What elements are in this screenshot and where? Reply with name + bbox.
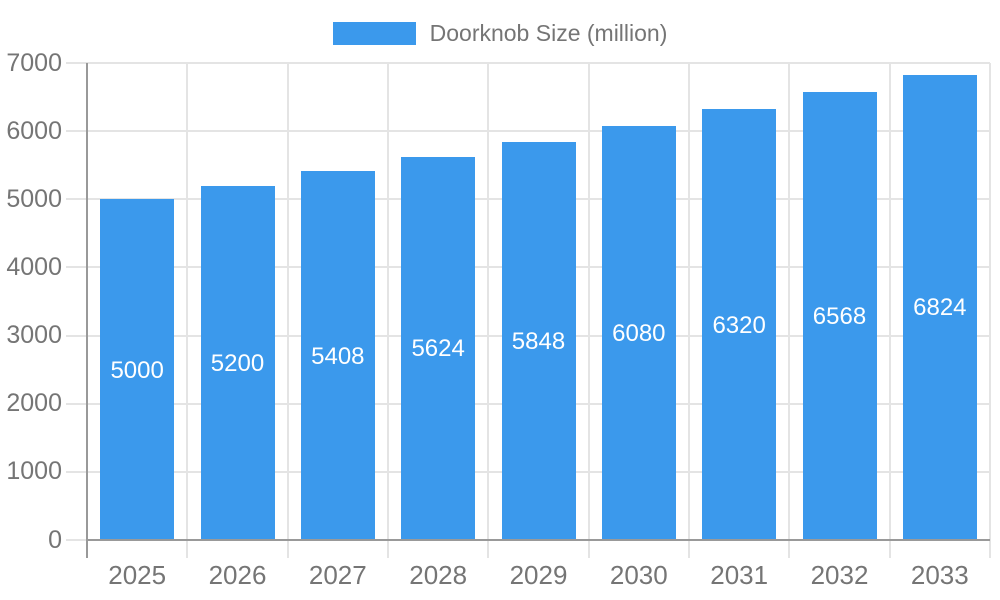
bar-value-label: 5000 [110,356,164,384]
x-axis-tick-label: 2029 [509,560,568,590]
x-gridline [989,63,991,558]
x-gridline [487,63,490,558]
y-axis-tick-label: 2000 [6,389,62,418]
bar [802,92,877,540]
y-gridline [66,130,990,133]
y-tick [66,539,87,541]
bar [702,109,777,540]
bar [501,141,576,540]
bar [601,125,676,540]
x-axis-tick-label: 2031 [710,560,769,590]
legend-swatch [332,21,416,45]
x-gridline [587,63,590,558]
x-axis-tick-label: 2025 [108,560,167,590]
bar [200,185,275,540]
x-axis-line [86,539,990,541]
x-gridline [688,63,690,558]
bar-value-label: 5200 [210,349,265,377]
x-axis-tick-label: 2030 [609,560,668,590]
bar-value-label: 6824 [913,294,967,322]
x-axis-tick-label: 2027 [308,560,367,590]
x-axis-tick-label: 2032 [810,560,869,590]
x-axis-tick-label: 2028 [409,560,468,590]
x-axis-tick-label: 2033 [910,560,969,590]
y-gridline [66,62,990,64]
y-axis-tick-label: 3000 [6,321,62,350]
legend-label: Doorknob Size (million) [429,19,668,46]
y-axis-tick-label: 0 [48,525,62,554]
y-axis-tick-label: 4000 [6,252,62,281]
x-gridline [186,63,189,558]
y-axis-tick-label: 1000 [6,457,62,486]
bar [100,199,175,540]
x-gridline [888,63,891,558]
bar-value-label: 6320 [712,311,766,339]
bar [401,156,476,540]
x-gridline [387,63,389,558]
bar-value-label: 6568 [812,303,867,331]
x-gridline [286,63,289,558]
bar [902,74,977,540]
bar-value-label: 6080 [612,319,666,347]
y-axis-line [86,63,88,558]
bar-value-label: 5408 [311,342,365,370]
y-axis-tick-label: 6000 [6,116,62,145]
y-axis-tick-label: 7000 [6,48,62,77]
bar-value-label: 5624 [411,335,465,363]
bar-value-label: 5848 [511,327,566,355]
legend-item[interactable]: Doorknob Size (million) [0,18,1000,48]
y-axis-tick-label: 5000 [6,184,62,213]
bar [300,171,375,540]
x-axis-tick-label: 2026 [208,560,267,590]
x-gridline [788,63,791,558]
